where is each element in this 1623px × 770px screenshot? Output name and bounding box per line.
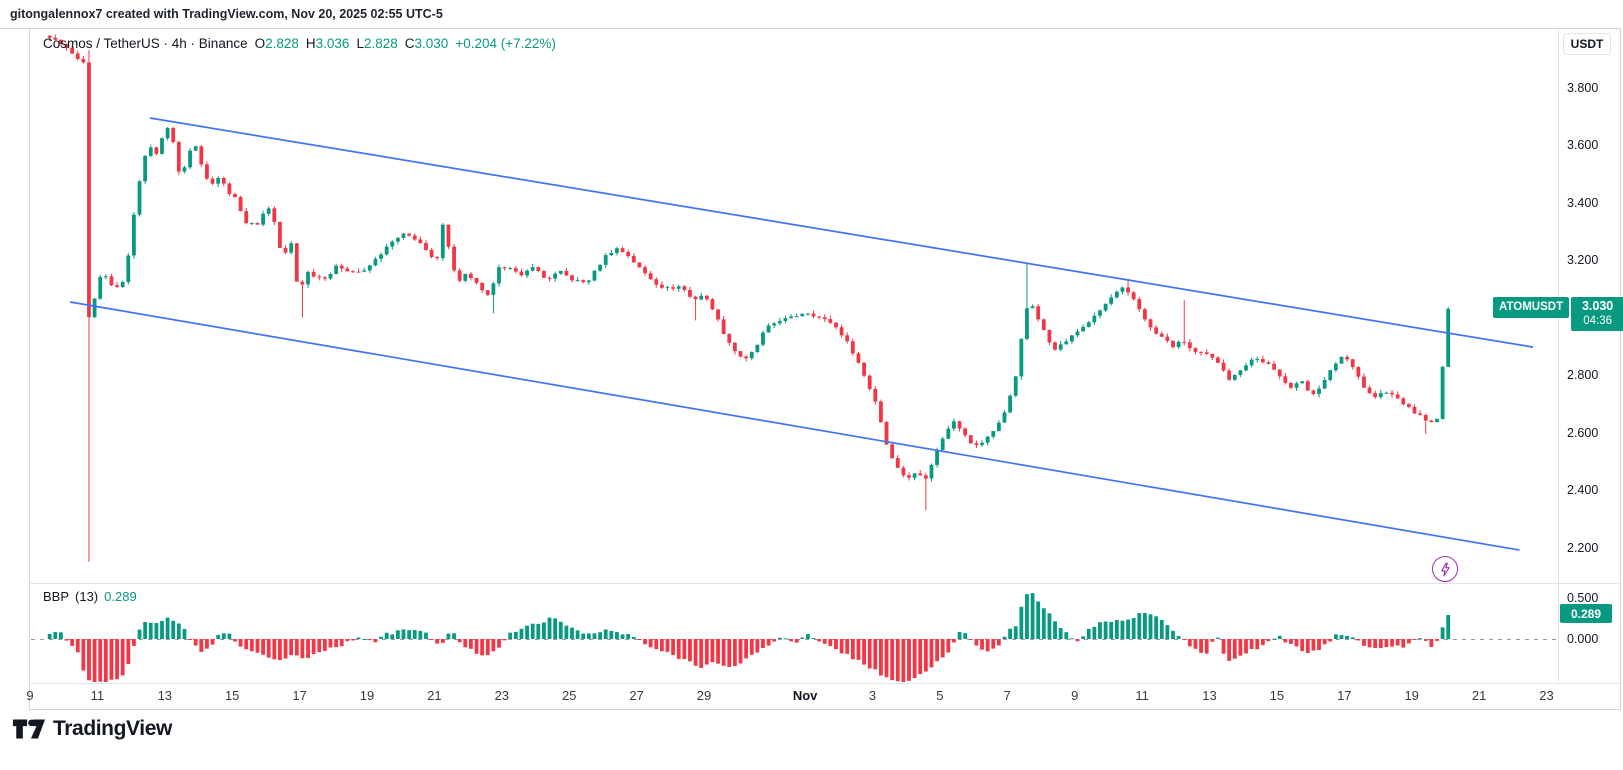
tradingview-logo-icon <box>12 719 46 739</box>
time-tick-label: 21 <box>1471 688 1487 703</box>
channel-line-lower[interactable] <box>69 301 1520 551</box>
indicator-value: 0.289 <box>104 589 137 604</box>
time-tick-label: 27 <box>629 688 644 703</box>
attribution-text: gitongalennox7 created with TradingView.… <box>10 7 443 21</box>
last-price-box: 3.030 04:36 <box>1571 297 1623 331</box>
tradingview-logo-text: TradingView <box>53 717 172 740</box>
indicator-params: (13) <box>75 589 99 604</box>
time-tick-label: 17 <box>292 688 307 703</box>
price-tick-label: 3.800 <box>1567 80 1599 95</box>
last-price-value: 3.030 <box>1581 299 1614 313</box>
time-tick-label: 19 <box>1404 688 1419 703</box>
time-tick-label: 3 <box>868 688 877 703</box>
indicator-value-badge: 0.289 <box>1560 604 1612 623</box>
time-tick-label: 23 <box>494 688 510 703</box>
time-tick-label: 11 <box>1135 688 1149 703</box>
time-tick-label: Nov <box>792 688 818 703</box>
last-price-symbol: ATOMUSDT <box>1493 297 1570 318</box>
channel-line-upper[interactable] <box>149 117 1534 348</box>
time-tick-label: 9 <box>26 688 34 703</box>
last-price-badge: ATOMUSDT 3.030 04:36 <box>1493 297 1623 331</box>
time-tick-label: 21 <box>427 688 442 703</box>
price-tick-label: 3.600 <box>1567 138 1599 152</box>
symbol-title[interactable]: Cosmos / TetherUS · 4h · Binance <box>43 36 248 51</box>
time-tick-label: 7 <box>1003 688 1011 703</box>
price-tick-label: 3.400 <box>1567 195 1599 210</box>
ohlc-open: O 2.828 <box>254 36 299 51</box>
price-tick-label: 3.200 <box>1567 253 1599 267</box>
indicator-tick-label: 0.500 <box>1567 590 1599 605</box>
time-tick-label: 29 <box>696 688 712 703</box>
price-tick-label: 2.400 <box>1567 483 1599 497</box>
time-tick-label: 9 <box>1071 688 1079 703</box>
flash-snapshot-icon[interactable] <box>1432 556 1458 582</box>
time-tick-label: 23 <box>1539 688 1554 703</box>
parallel-channel[interactable] <box>69 117 1534 551</box>
widget-frame <box>29 28 1621 710</box>
time-tick-label: 13 <box>1202 688 1217 703</box>
bbp-histogram <box>47 593 1451 682</box>
tradingview-logo[interactable]: TradingView <box>12 715 172 743</box>
time-tick-label: 25 <box>561 688 577 703</box>
price-tick-label: 2.200 <box>1567 540 1599 555</box>
time-tick-label: 13 <box>157 688 173 703</box>
time-tick-label: 11 <box>90 688 105 703</box>
ohlc-high: H 3.036 <box>305 36 350 51</box>
time-tick-label: 15 <box>224 688 240 703</box>
ohlc-close: C 3.030 <box>404 36 449 51</box>
indicator-legend[interactable]: BBP (13) 0.289 <box>43 589 137 604</box>
time-tick-label: 19 <box>359 688 375 703</box>
currency-toggle-button[interactable]: USDT <box>1563 33 1611 55</box>
candle-countdown: 04:36 <box>1583 315 1612 327</box>
symbol-legend[interactable]: Cosmos / TetherUS · 4h · Binance O 2.828 … <box>43 36 556 51</box>
indicator-name: BBP <box>43 589 70 604</box>
price-tick-label: 2.800 <box>1567 368 1599 382</box>
time-tick-label: 17 <box>1337 688 1352 703</box>
ohlc-low: L 2.828 <box>356 36 398 51</box>
price-change: +0.204 (+7.22%) <box>455 36 556 51</box>
indicator-tick-label: 0.000 <box>1567 632 1599 646</box>
time-tick-label: 5 <box>936 688 944 703</box>
price-tick-label: 2.600 <box>1567 425 1599 440</box>
lightning-bolt-icon <box>1440 562 1450 576</box>
time-tick-label: 15 <box>1269 688 1285 703</box>
